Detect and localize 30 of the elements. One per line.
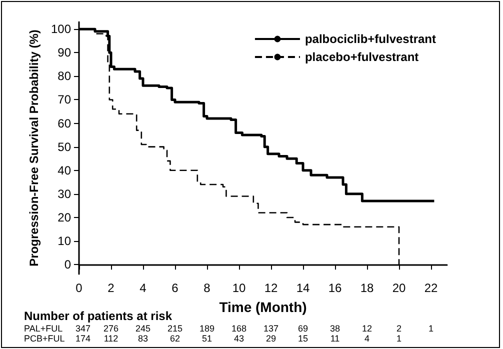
x-tick-label: 20 (392, 281, 406, 295)
legend-label: placebo+fulvestrant (304, 50, 419, 64)
y-tick-label: 70 (58, 92, 72, 107)
x-tick-label: 10 (232, 281, 246, 295)
x-tick-label: 16 (328, 281, 342, 295)
x-tick-label: 4 (140, 281, 147, 295)
y-tick-label: 0 (64, 258, 72, 272)
x-tick-label: 22 (424, 281, 438, 295)
legend-label: palbociclib+fulvestrant (304, 32, 436, 46)
x-tick-label: 18 (360, 281, 374, 295)
text: PAL+FUL 347 276 245 215 189 168 137 69 38 12 2 1 (24, 324, 434, 334)
y-axis-title: Progression-Free Survival Probability (%) (27, 30, 42, 266)
x-tick-label: 14 (296, 281, 310, 295)
text: Number of patients at risk (24, 309, 172, 323)
y-tick-label: 40 (58, 163, 72, 178)
y-tick-label: 50 (58, 140, 72, 154)
x-tick-label: 8 (204, 281, 211, 295)
y-tick-label: 10 (58, 234, 72, 248)
x-tick-label: 12 (264, 281, 278, 295)
y-tick-label: 60 (58, 116, 72, 130)
y-tick-label: 30 (58, 186, 72, 201)
y-tick-label: 20 (58, 210, 72, 224)
x-tick-label: 2 (108, 281, 115, 295)
y-tick-label: 90 (58, 46, 72, 60)
x-tick-label: 0 (76, 281, 83, 295)
y-tick-label: 80 (58, 69, 72, 84)
x-axis-title: Time (Month) (219, 299, 307, 315)
text: PCB+FUL 174 112 83 62 51 43 29 15 11 4 1 (24, 334, 402, 344)
x-tick-label: 6 (172, 281, 179, 295)
y-tick-label: 100 (50, 22, 72, 36)
